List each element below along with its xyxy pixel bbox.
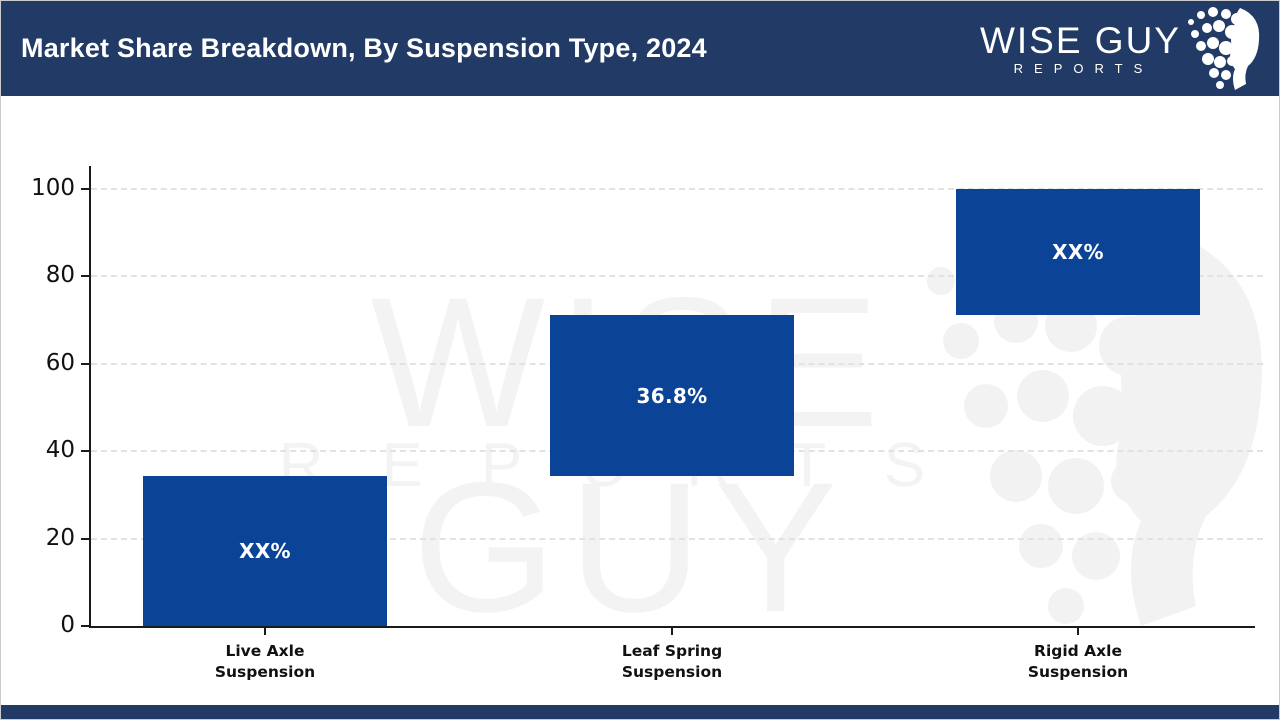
- bar-live-axle-suspension: XX%: [143, 476, 387, 626]
- y-tick-mark-100: [81, 188, 89, 190]
- x-tick-mark-2: [671, 628, 673, 635]
- x-tick-mark-1: [264, 628, 266, 635]
- logo-wiseguy-text: WISE GUY: [979, 19, 1181, 61]
- footer-bar: [1, 705, 1279, 719]
- bar-value-label: XX%: [1052, 240, 1104, 265]
- y-tick-label-0: 0: [60, 612, 75, 638]
- x-category-label-3: Rigid Axle Suspension: [1027, 642, 1129, 681]
- header-bar: Market Share Breakdown, By Suspension Ty…: [1, 1, 1279, 96]
- wiseguy-face-icon: [1188, 6, 1260, 90]
- chart-title: Market Share Breakdown, By Suspension Ty…: [21, 33, 707, 63]
- y-tick-mark-40: [81, 450, 89, 453]
- x-axis-line: [89, 626, 1255, 628]
- bar-leaf-spring-suspension: 36.8%: [550, 315, 794, 477]
- y-tick-label-40: 40: [45, 437, 75, 464]
- y-tick-mark-20: [81, 537, 89, 540]
- gridline-100: [91, 188, 1263, 190]
- bar-value-label: 36.8%: [636, 383, 708, 408]
- gridline-20: [91, 537, 1263, 540]
- y-tick-label-20: 20: [45, 524, 75, 551]
- logo-reports-text: REPORTS: [1013, 60, 1154, 76]
- x-category-label-1: Live Axle Suspension: [214, 642, 316, 681]
- y-tick-label-100: 100: [31, 175, 75, 201]
- y-tick-mark-0: [81, 625, 89, 627]
- y-tick-label-60: 60: [45, 349, 75, 376]
- x-category-label-2: Leaf Spring Suspension: [621, 642, 723, 681]
- y-axis-line: [89, 166, 91, 628]
- bar-value-label: XX%: [239, 539, 291, 564]
- logo-text: WISE GUY REPORTS: [979, 19, 1181, 76]
- y-tick-mark-60: [81, 362, 89, 365]
- y-tick-label-80: 80: [45, 262, 75, 289]
- x-tick-mark-3: [1077, 628, 1079, 635]
- wiseguy-logo: WISE GUY REPORTS: [980, 6, 1261, 92]
- gridline-80: [91, 275, 1263, 278]
- bar-rigid-axle-suspension: XX%: [956, 189, 1200, 316]
- y-tick-mark-80: [81, 275, 89, 278]
